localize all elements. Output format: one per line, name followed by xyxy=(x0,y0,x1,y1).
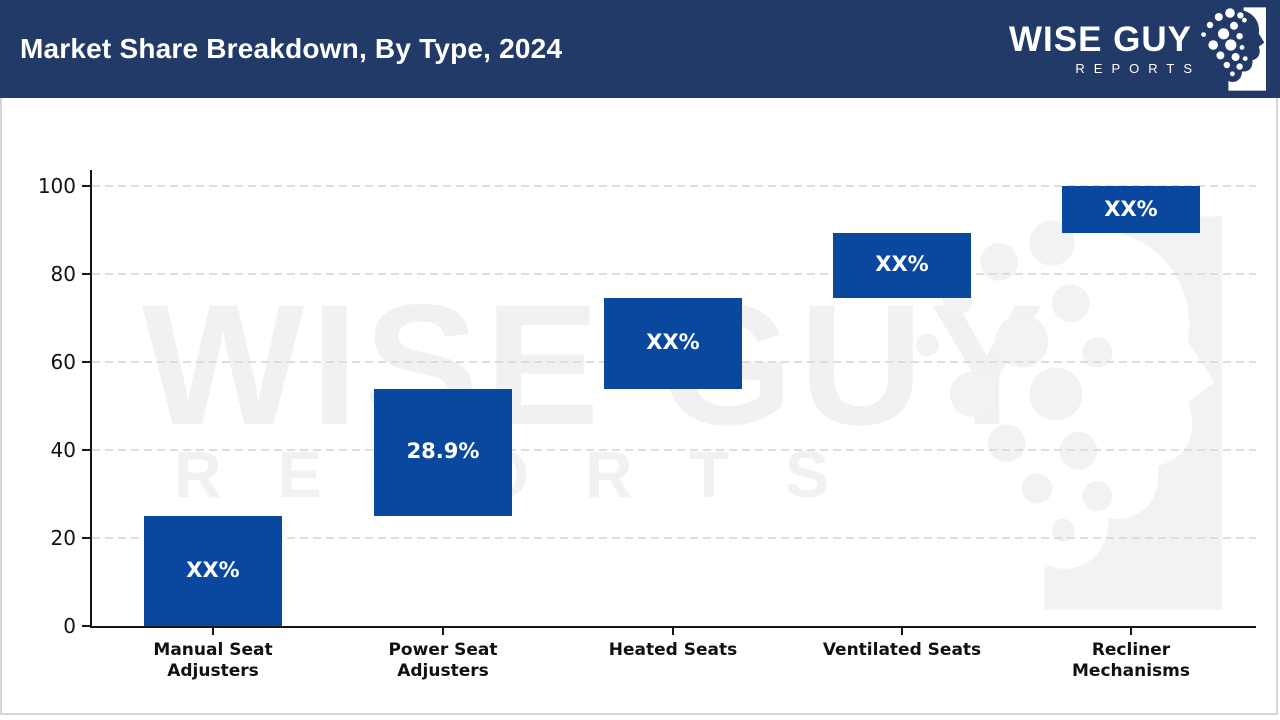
logo-subtitle: REPORTS xyxy=(1075,61,1201,76)
logo-wordmark: WISE GUY REPORTS xyxy=(1008,20,1192,77)
x-tick xyxy=(1130,628,1132,635)
chart-card: WISE GUY REPORTS 0 20 40 60 80 100 XX% Manual S… xyxy=(0,98,1278,715)
y-tick xyxy=(82,361,90,363)
x-category-label: Manual Seat Adjusters xyxy=(153,640,273,681)
plot-area: 0 20 40 60 80 100 XX% Manual Seat Adjusters 28.9… xyxy=(2,98,1276,713)
y-tick xyxy=(82,185,90,187)
y-tick xyxy=(82,273,90,275)
bar-label: XX% xyxy=(646,330,700,355)
x-tick xyxy=(442,628,444,635)
wise-guy-logo: WISE GUY REPORTS xyxy=(1009,6,1280,92)
x-tick xyxy=(212,628,214,635)
y-tick xyxy=(82,537,90,539)
x-category-label: Heated Seats xyxy=(608,640,738,660)
x-axis xyxy=(90,626,1256,628)
logo-title: WISE GUY xyxy=(1008,20,1192,59)
gridline xyxy=(92,273,1256,275)
bar-label: XX% xyxy=(186,558,240,582)
bar-label: 28.9% xyxy=(406,439,480,464)
gridline xyxy=(92,537,1256,539)
x-category-label: Recliner Mechanisms xyxy=(1072,640,1190,681)
x-category-label: Power Seat Adjusters xyxy=(388,640,498,681)
y-tick-label: 60 xyxy=(50,350,76,374)
y-tick-label: 80 xyxy=(50,262,76,286)
x-category-label: Ventilated Seats xyxy=(822,640,982,660)
y-axis xyxy=(90,170,92,628)
gridline xyxy=(92,449,1256,451)
x-tick xyxy=(672,628,674,635)
y-tick-label: 0 xyxy=(63,614,76,638)
x-tick xyxy=(901,628,903,635)
logo-face-icon xyxy=(1201,7,1266,91)
y-tick-label: 20 xyxy=(50,526,76,550)
y-tick xyxy=(82,449,90,451)
bar-label: XX% xyxy=(1104,196,1158,221)
header: Market Share Breakdown, By Type, 2024 WI… xyxy=(0,0,1280,98)
bar xyxy=(144,516,282,626)
y-tick-label: 40 xyxy=(50,438,76,462)
bar xyxy=(604,297,742,389)
y-tick xyxy=(82,625,90,627)
bar-label: XX% xyxy=(875,252,929,277)
gridline xyxy=(92,185,1256,187)
bar xyxy=(374,388,512,516)
page-title: Market Share Breakdown, By Type, 2024 xyxy=(20,33,563,64)
y-tick-label: 100 xyxy=(37,174,76,198)
